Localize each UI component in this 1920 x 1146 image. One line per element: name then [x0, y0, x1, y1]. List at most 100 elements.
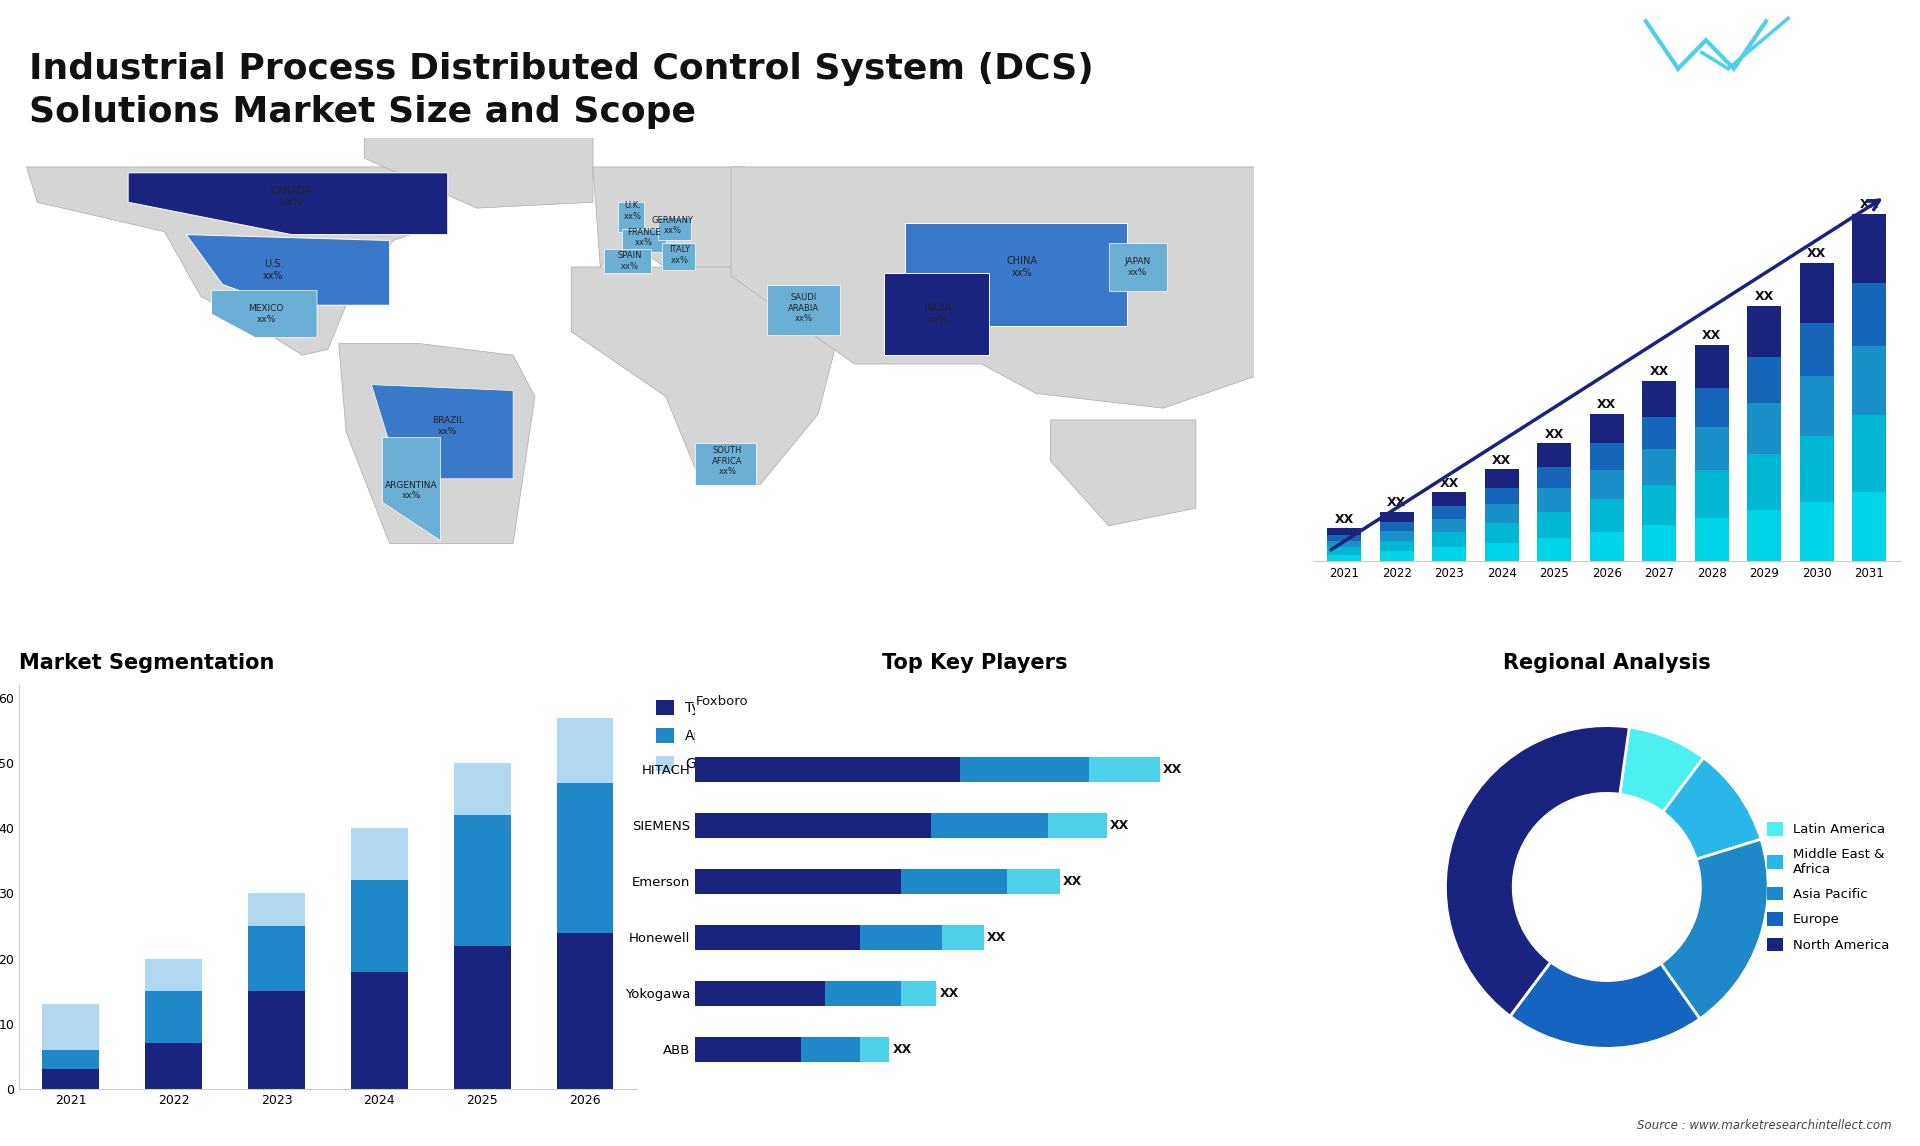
Bar	[1380, 541, 1413, 551]
Bar	[1695, 518, 1728, 562]
Polygon shape	[593, 167, 789, 276]
Text: ARGENTINA
xx%: ARGENTINA xx%	[386, 481, 438, 501]
Bar	[42, 1069, 100, 1089]
Polygon shape	[27, 167, 447, 355]
Bar	[1006, 869, 1060, 894]
Text: INDIA
xx%: INDIA xx%	[924, 304, 952, 324]
Bar	[557, 717, 614, 783]
Text: SPAIN
xx%: SPAIN xx%	[616, 251, 641, 270]
Bar	[1380, 512, 1413, 521]
Bar	[695, 1037, 801, 1062]
Bar	[1642, 380, 1676, 417]
Bar	[860, 1037, 889, 1062]
Bar	[1642, 449, 1676, 486]
Bar	[1327, 528, 1361, 535]
Bar	[695, 813, 931, 838]
Text: U.S.
xx%: U.S. xx%	[263, 259, 284, 281]
Bar	[146, 958, 202, 991]
Bar	[1484, 488, 1519, 504]
Bar	[1538, 511, 1571, 537]
Polygon shape	[382, 438, 440, 541]
Bar	[1853, 346, 1885, 415]
Bar	[1799, 435, 1834, 502]
Bar	[1642, 417, 1676, 449]
Bar	[1799, 264, 1834, 323]
Bar	[1590, 444, 1624, 470]
Polygon shape	[1108, 243, 1167, 290]
Legend: Latin America, Middle East &
Africa, Asia Pacific, Europe, North America: Latin America, Middle East & Africa, Asi…	[1766, 822, 1889, 952]
Bar	[248, 926, 305, 991]
Bar	[1799, 323, 1834, 376]
Polygon shape	[365, 134, 593, 209]
Bar	[1432, 548, 1467, 562]
Text: XX: XX	[1064, 874, 1083, 888]
Bar	[557, 783, 614, 933]
Polygon shape	[211, 290, 317, 338]
Bar	[1484, 470, 1519, 488]
Bar	[943, 925, 983, 950]
Bar	[1590, 414, 1624, 444]
Bar	[860, 925, 943, 950]
Polygon shape	[906, 222, 1127, 325]
Polygon shape	[605, 250, 651, 273]
Bar	[146, 991, 202, 1043]
Text: XX: XX	[1440, 477, 1459, 489]
Bar	[557, 933, 614, 1089]
Text: ITALY
xx%: ITALY xx%	[670, 245, 691, 265]
Text: XX: XX	[1649, 366, 1668, 378]
Bar	[826, 981, 900, 1006]
Bar	[900, 869, 1006, 894]
Polygon shape	[186, 235, 390, 305]
Bar	[146, 1043, 202, 1089]
Polygon shape	[695, 444, 756, 485]
Text: MARKET: MARKET	[1789, 33, 1837, 42]
Text: U.K.
xx%: U.K. xx%	[624, 202, 641, 221]
Bar	[1484, 523, 1519, 543]
Text: XX: XX	[987, 931, 1006, 944]
Bar	[1432, 493, 1467, 507]
Bar	[453, 763, 511, 816]
Bar	[1853, 283, 1885, 346]
Wedge shape	[1511, 961, 1699, 1049]
Text: INTELLECT: INTELLECT	[1789, 79, 1851, 88]
Text: GERMANY
xx%: GERMANY xx%	[653, 217, 693, 235]
Bar	[1432, 518, 1467, 532]
Bar	[1484, 504, 1519, 523]
Bar	[453, 945, 511, 1089]
Bar	[1642, 525, 1676, 562]
Text: XX: XX	[1703, 329, 1722, 343]
Bar	[1048, 813, 1108, 838]
Bar	[1695, 388, 1728, 427]
Bar	[695, 869, 900, 894]
Bar	[1380, 551, 1413, 562]
Bar	[1327, 548, 1361, 555]
Polygon shape	[659, 217, 691, 241]
Bar	[1590, 470, 1624, 500]
Bar	[1327, 541, 1361, 548]
Wedge shape	[1661, 839, 1768, 1019]
Polygon shape	[1050, 419, 1196, 526]
Polygon shape	[732, 167, 1290, 408]
Bar	[1799, 502, 1834, 562]
Title: Top Key Players: Top Key Players	[881, 652, 1068, 673]
Bar	[1538, 444, 1571, 466]
Text: XX: XX	[1546, 427, 1565, 440]
Text: BRAZIL
xx%: BRAZIL xx%	[432, 416, 465, 435]
Bar	[1853, 492, 1885, 562]
Bar	[248, 894, 305, 926]
Polygon shape	[618, 202, 643, 231]
Text: XX: XX	[1597, 398, 1617, 411]
Text: XX: XX	[1492, 454, 1511, 466]
Text: Market Segmentation: Market Segmentation	[19, 652, 275, 673]
Bar	[695, 981, 826, 1006]
Bar	[931, 813, 1048, 838]
Text: Foxboro: Foxboro	[695, 694, 749, 707]
Bar	[1484, 543, 1519, 562]
Title: Regional Analysis: Regional Analysis	[1503, 652, 1711, 673]
Polygon shape	[371, 385, 513, 479]
Text: SAUDI
ARABIA
xx%: SAUDI ARABIA xx%	[787, 293, 820, 323]
Bar	[1747, 454, 1782, 510]
Bar	[248, 991, 305, 1089]
Bar	[1853, 415, 1885, 492]
Bar	[351, 880, 407, 972]
